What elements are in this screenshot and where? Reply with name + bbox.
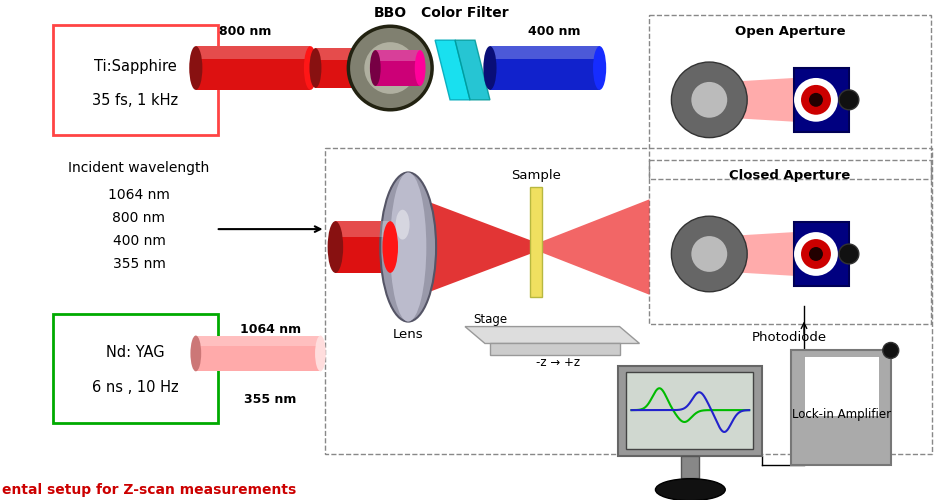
Text: 800 nm: 800 nm	[113, 211, 165, 225]
Ellipse shape	[310, 49, 322, 89]
Polygon shape	[315, 49, 375, 61]
Ellipse shape	[415, 51, 426, 87]
Text: 35 fs, 1 kHz: 35 fs, 1 kHz	[92, 93, 178, 108]
Bar	[530, 188, 542, 297]
Ellipse shape	[593, 47, 606, 91]
Polygon shape	[727, 232, 794, 277]
Bar	[53, 26, 218, 135]
Text: Lens: Lens	[393, 327, 423, 340]
Ellipse shape	[396, 210, 410, 240]
Circle shape	[672, 63, 748, 138]
Circle shape	[883, 343, 899, 359]
Circle shape	[348, 27, 432, 111]
Text: Photodiode: Photodiode	[751, 330, 826, 343]
Polygon shape	[196, 47, 310, 60]
Text: BBO: BBO	[373, 7, 407, 20]
Text: 400 nm: 400 nm	[528, 25, 581, 38]
Polygon shape	[700, 83, 727, 119]
Bar	[791, 351, 891, 465]
Polygon shape	[315, 49, 375, 89]
Circle shape	[672, 217, 748, 292]
Text: 355 nm: 355 nm	[245, 392, 296, 405]
Polygon shape	[390, 188, 537, 307]
Polygon shape	[537, 200, 649, 295]
Polygon shape	[727, 79, 794, 122]
Polygon shape	[455, 41, 490, 101]
Text: Lock-in Amplifier: Lock-in Amplifier	[793, 407, 891, 420]
Ellipse shape	[380, 173, 436, 322]
Text: ental setup for Z-scan measurements: ental setup for Z-scan measurements	[2, 482, 296, 496]
Text: 355 nm: 355 nm	[113, 257, 165, 271]
Bar	[53, 314, 218, 423]
Ellipse shape	[390, 173, 427, 322]
Ellipse shape	[304, 47, 317, 91]
Text: Color Filter: Color Filter	[421, 7, 508, 20]
Ellipse shape	[370, 49, 381, 89]
Bar	[626, 373, 753, 449]
Polygon shape	[435, 41, 470, 101]
Bar	[649, 16, 930, 180]
Ellipse shape	[383, 222, 398, 274]
Bar	[617, 367, 763, 456]
Text: 6 ns , 10 Hz: 6 ns , 10 Hz	[92, 379, 178, 394]
Circle shape	[809, 247, 823, 262]
Polygon shape	[490, 47, 599, 60]
Polygon shape	[196, 47, 310, 91]
Polygon shape	[375, 51, 420, 87]
Bar	[804, 357, 879, 416]
Text: Closed Aperture: Closed Aperture	[730, 168, 851, 181]
Circle shape	[801, 86, 831, 116]
Bar	[681, 456, 700, 478]
Text: 1064 nm: 1064 nm	[240, 323, 301, 335]
Ellipse shape	[370, 51, 381, 87]
Polygon shape	[490, 47, 599, 91]
Text: 400 nm: 400 nm	[113, 233, 165, 247]
Ellipse shape	[483, 47, 496, 91]
Polygon shape	[794, 223, 849, 286]
Circle shape	[364, 43, 416, 95]
Polygon shape	[336, 222, 390, 237]
Polygon shape	[794, 69, 849, 132]
Ellipse shape	[190, 336, 201, 372]
Circle shape	[839, 244, 859, 265]
Text: Incident wavelength: Incident wavelength	[68, 161, 209, 175]
Text: 1064 nm: 1064 nm	[108, 188, 170, 202]
Circle shape	[839, 91, 859, 111]
Ellipse shape	[189, 47, 203, 91]
Ellipse shape	[656, 479, 725, 500]
Bar	[325, 148, 931, 454]
Text: Sample: Sample	[511, 168, 561, 181]
Text: -z → +z: -z → +z	[536, 355, 580, 368]
Polygon shape	[700, 236, 727, 273]
Circle shape	[794, 79, 838, 122]
Circle shape	[809, 94, 823, 108]
Circle shape	[801, 239, 831, 270]
Bar	[649, 160, 930, 324]
Circle shape	[794, 232, 838, 277]
Ellipse shape	[327, 222, 343, 274]
Text: Stage: Stage	[473, 313, 507, 326]
Text: Nd: YAG: Nd: YAG	[106, 344, 164, 359]
Text: Open Aperture: Open Aperture	[734, 25, 845, 38]
Text: Ti:Sapphire: Ti:Sapphire	[94, 59, 176, 73]
Polygon shape	[196, 336, 321, 347]
Circle shape	[691, 236, 727, 273]
Bar	[490, 344, 620, 356]
Polygon shape	[465, 327, 640, 344]
Polygon shape	[196, 336, 321, 372]
Polygon shape	[336, 222, 390, 274]
Polygon shape	[375, 51, 420, 62]
Ellipse shape	[315, 336, 325, 372]
Text: 800 nm: 800 nm	[219, 25, 272, 38]
Circle shape	[691, 83, 727, 119]
